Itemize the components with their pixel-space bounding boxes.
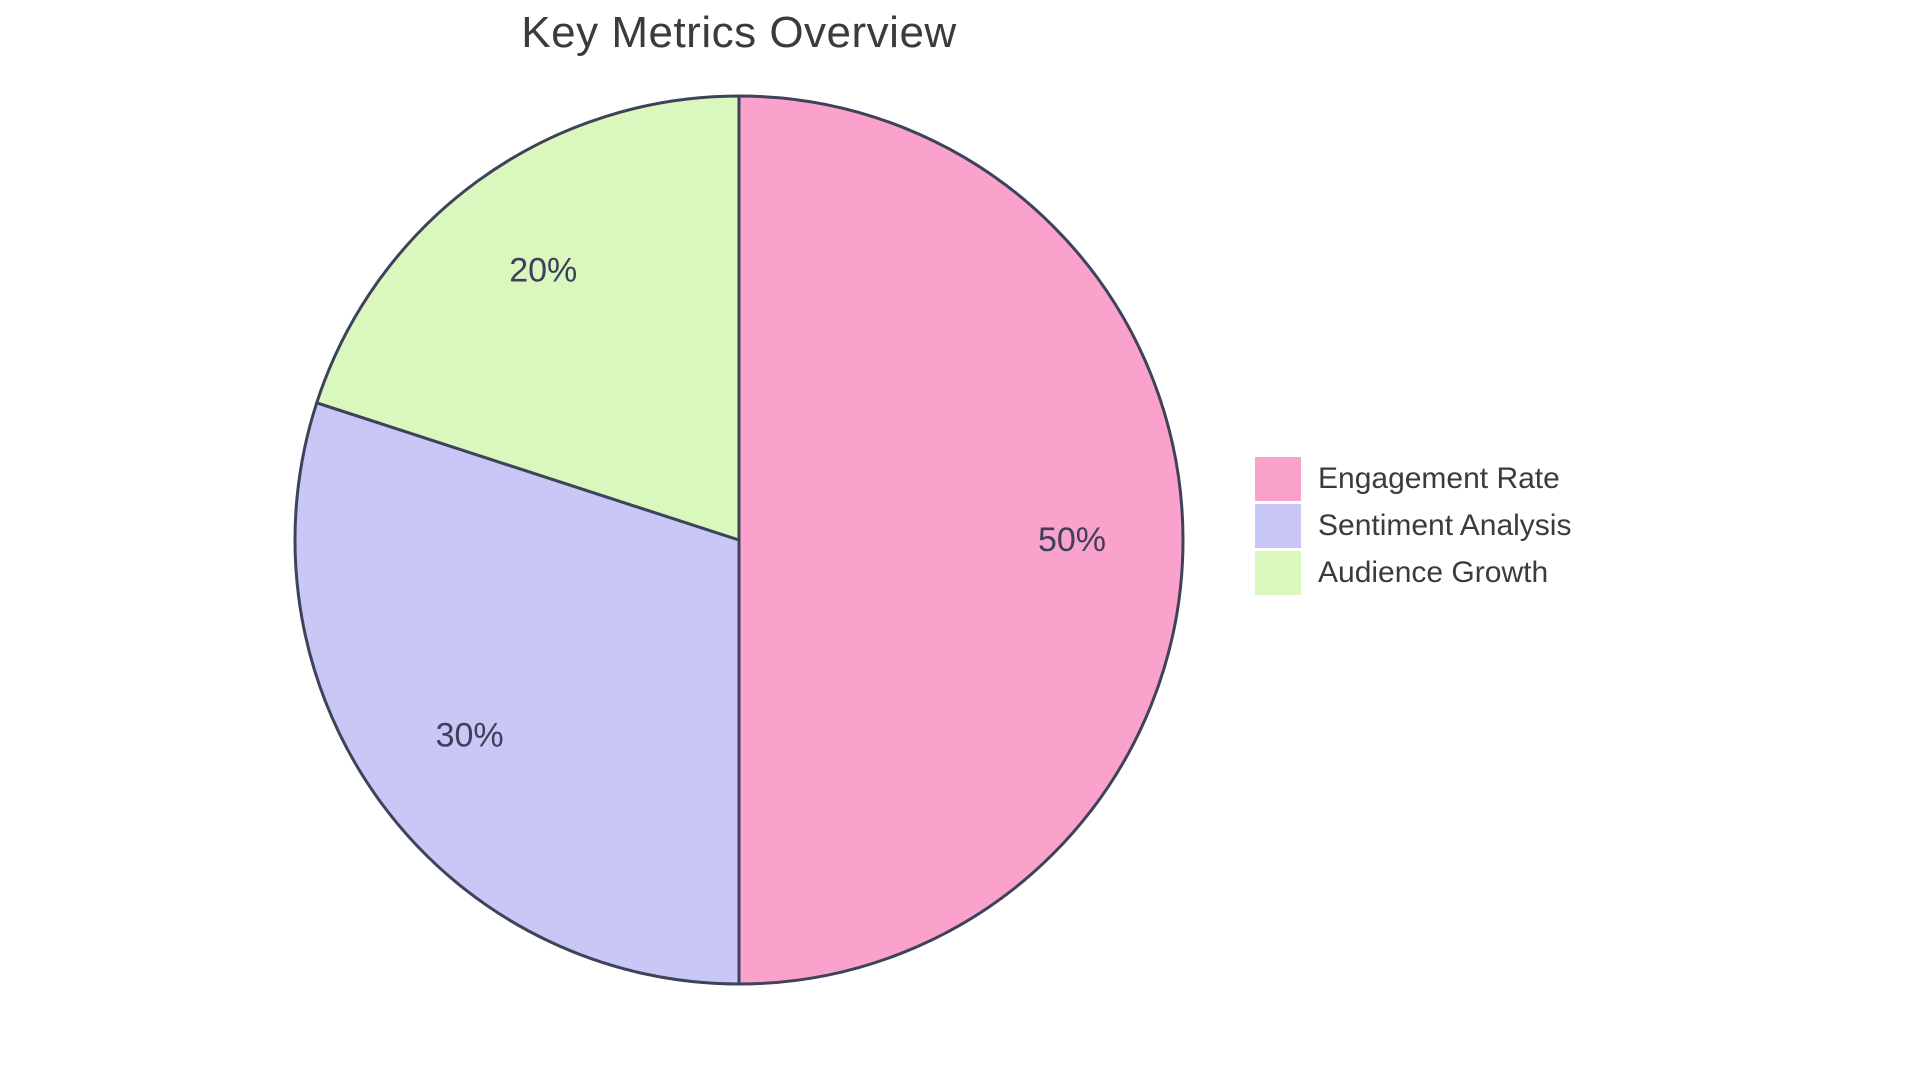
chart-title: Key Metrics Overview	[521, 8, 957, 57]
legend-item[interactable]: Engagement Rate	[1255, 457, 1571, 501]
pie-slice-engagement-rate[interactable]	[737, 94, 1185, 986]
legend-swatch	[1255, 551, 1301, 595]
slice-percentage-label: 30%	[436, 717, 504, 755]
slice-percentage-label: 20%	[509, 252, 577, 290]
legend-label: Engagement Rate	[1318, 462, 1560, 495]
legend-label: Audience Growth	[1318, 556, 1549, 589]
slice-percentage-label: 50%	[1038, 521, 1106, 559]
pie-slice-audience-growth[interactable]	[315, 94, 741, 542]
pie-slice-sentiment-analysis[interactable]	[293, 401, 741, 986]
legend-label: Sentiment Analysis	[1318, 509, 1572, 542]
legend-item[interactable]: Audience Growth	[1255, 551, 1571, 595]
legend-item[interactable]: Sentiment Analysis	[1255, 504, 1571, 548]
legend: Engagement Rate Sentiment Analysis Audienc…	[1255, 457, 1571, 598]
legend-swatch	[1255, 457, 1301, 501]
legend-swatch	[1255, 504, 1301, 548]
